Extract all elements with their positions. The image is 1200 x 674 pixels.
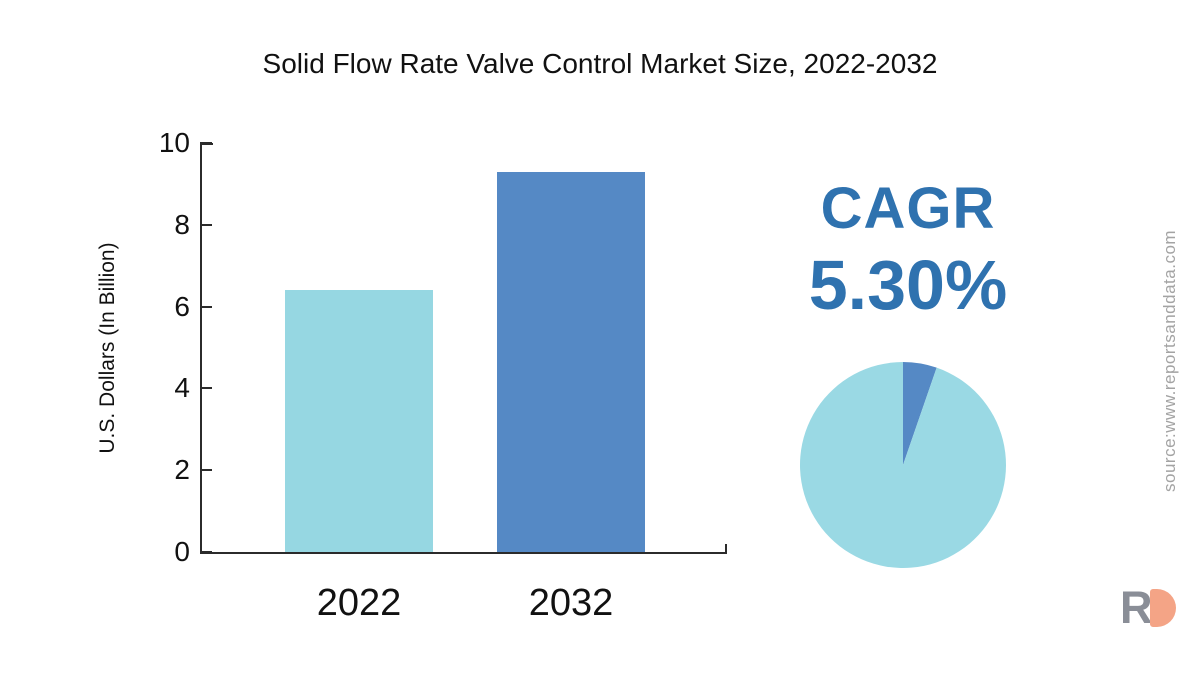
y-axis-line bbox=[200, 143, 202, 554]
pie-slice-remainder bbox=[799, 362, 1006, 568]
y-tick-label: 10 bbox=[158, 127, 190, 158]
bar-2032 bbox=[497, 171, 645, 552]
y-tick-label: 6 bbox=[174, 290, 190, 322]
y-tick-mark bbox=[200, 142, 212, 144]
chart-title: Solid Flow Rate Valve Control Market Siz… bbox=[262, 48, 938, 79]
y-tick-mark bbox=[200, 469, 212, 472]
y-tick-label: 0 bbox=[174, 536, 190, 567]
cagr-value: 5.30% bbox=[808, 246, 1008, 324]
logo-letter-r: R bbox=[1120, 582, 1152, 633]
cagr-annotation: CAGR 5.30% bbox=[768, 176, 1048, 324]
brand-logo: R bbox=[1120, 582, 1176, 633]
y-tick-mark bbox=[200, 223, 212, 226]
pie-slice-cagr-share bbox=[903, 362, 937, 465]
y-axis-label: U.S. Dollars (In Billion) bbox=[96, 242, 119, 454]
bar-2022 bbox=[285, 290, 433, 552]
y-tick-mark bbox=[200, 305, 212, 308]
y-tick-mark bbox=[200, 551, 212, 553]
source-note: source:www.reportsanddata.com bbox=[1160, 229, 1179, 492]
x-axis-line bbox=[200, 552, 727, 554]
y-tick-label: 8 bbox=[174, 208, 190, 240]
cagr-label: CAGR bbox=[820, 176, 996, 241]
logo-d-shape bbox=[1149, 589, 1176, 627]
pie-chart bbox=[799, 362, 1006, 568]
x-axis-end-cap bbox=[725, 544, 727, 554]
y-tick-mark bbox=[200, 387, 212, 390]
y-tick-label: 2 bbox=[174, 454, 190, 486]
y-axis-top-cap bbox=[200, 143, 213, 145]
y-tick-label: 4 bbox=[174, 372, 190, 404]
x-tick-label: 2022 bbox=[316, 582, 402, 624]
x-tick-label: 2032 bbox=[528, 582, 614, 624]
